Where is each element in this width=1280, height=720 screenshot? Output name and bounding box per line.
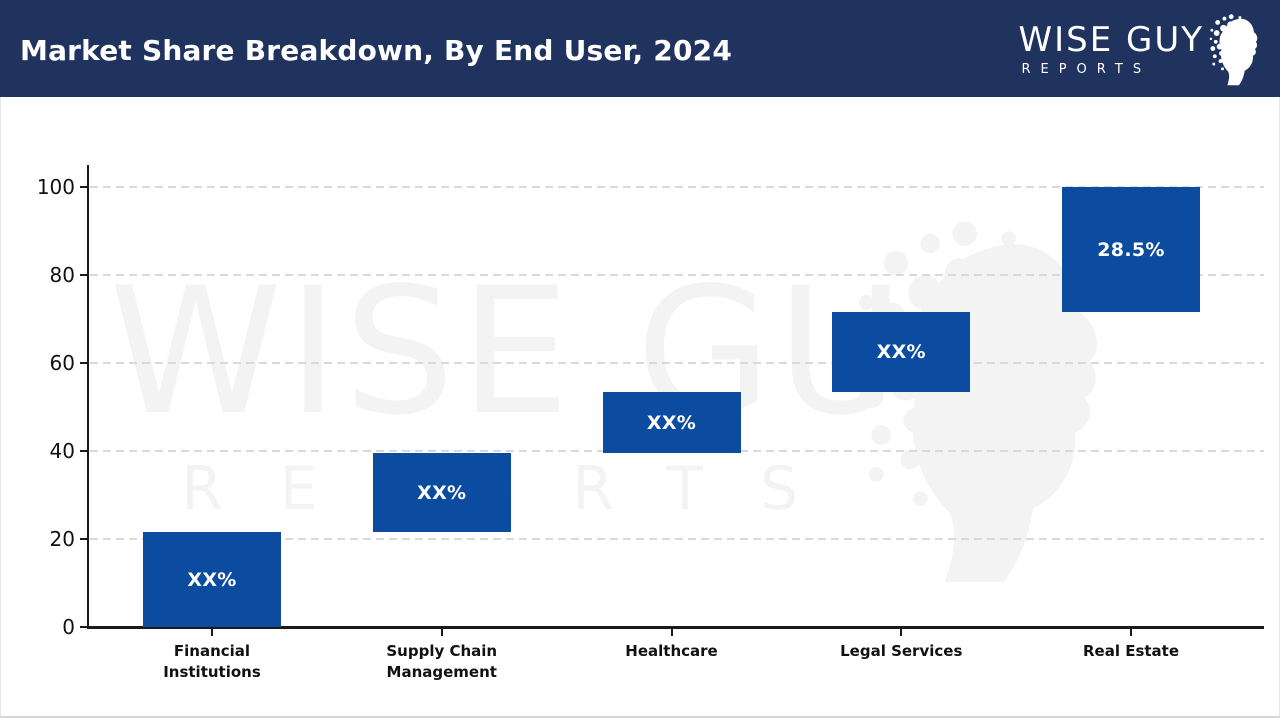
x-tick-label: Real Estate	[1082, 642, 1180, 660]
wise-guy-logo: WISE GUY REPORTS	[1018, 8, 1266, 92]
y-tick-label: 60	[49, 351, 75, 375]
x-tick-mark	[670, 627, 673, 636]
gridline	[90, 274, 1264, 276]
plot: 0 20 40 60 80 100 XX% Financial Institutions XX%…	[37, 165, 1264, 681]
chart-title: Market Share Breakdown, By End User, 202…	[20, 34, 733, 67]
y-tick-mark	[80, 362, 89, 364]
bar-healthcare: XX%	[602, 392, 741, 454]
bar-value-label: XX%	[876, 341, 926, 364]
x-tick-label: Financial Institutions	[163, 642, 261, 681]
header: Market Share Breakdown, By End User, 202…	[0, 0, 1280, 97]
logo-subtext: REPORTS	[1021, 61, 1152, 77]
y-axis	[87, 165, 89, 627]
gridline	[90, 186, 1264, 188]
bar-value-label: XX%	[417, 481, 467, 504]
x-tick-mark	[1130, 627, 1132, 636]
x-tick-label: Legal Services	[840, 642, 963, 660]
x-tick-mark	[900, 627, 903, 636]
y-tick-mark	[80, 538, 89, 540]
x-tick-mark	[211, 627, 213, 636]
y-tick-label: 100	[36, 175, 75, 199]
bar-value-label: XX%	[646, 411, 697, 434]
y-tick-label: 20	[49, 527, 75, 551]
bar-supply-chain-management: XX%	[372, 453, 511, 533]
logo-text: WISE GUY REPORTS	[1018, 20, 1204, 77]
gridline	[90, 362, 1264, 364]
y-tick-label: 0	[62, 615, 75, 639]
x-axis	[87, 626, 1264, 629]
bar-legal-services: XX%	[832, 312, 971, 393]
chart-area: WISE GUY REPORTS 0 20 40 60 80 100 XX% Financia…	[0, 97, 1280, 716]
y-tick-label: 80	[49, 263, 75, 287]
wise-guy-face-icon	[1208, 11, 1266, 89]
bar-financial-institutions: XX%	[143, 532, 281, 627]
y-tick-label: 40	[49, 439, 75, 463]
bar-value-label: XX%	[187, 568, 237, 591]
x-tick-label: Supply Chain Management	[386, 642, 498, 681]
y-tick-mark	[80, 450, 89, 452]
logo-wordmark: WISE GUY	[1018, 20, 1204, 61]
y-tick-mark	[80, 274, 89, 276]
y-tick-mark	[80, 626, 89, 628]
gridline	[90, 538, 1264, 540]
bar-real-estate: 28.5%	[1062, 187, 1200, 313]
x-tick-mark	[440, 627, 443, 636]
bar-value-label: 28.5%	[1097, 238, 1165, 261]
x-tick-label: Healthcare	[625, 642, 718, 660]
y-tick-mark	[80, 186, 89, 188]
page-bottom-border	[0, 716, 1280, 718]
